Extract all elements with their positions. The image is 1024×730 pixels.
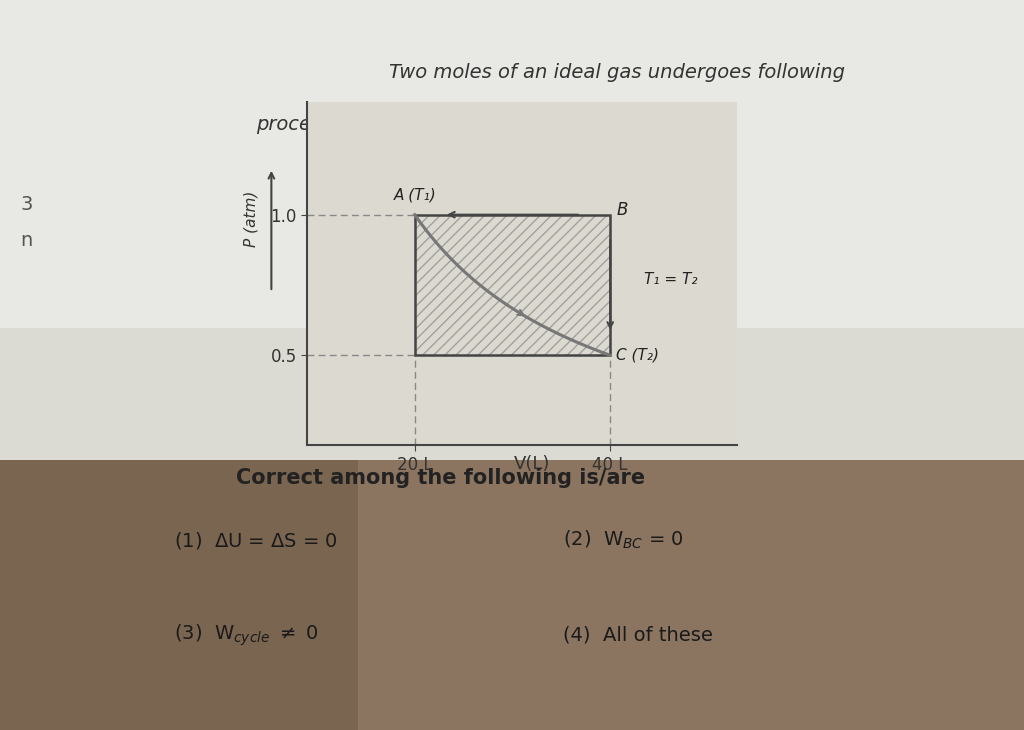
- Text: (2)  W$_{BC}$ = 0: (2) W$_{BC}$ = 0: [563, 529, 684, 551]
- Bar: [415, 215, 610, 356]
- Polygon shape: [0, 460, 358, 730]
- Text: process as: process as: [256, 115, 359, 134]
- Text: B: B: [616, 201, 628, 220]
- Text: (3)  W$_{cycle}$ $\neq$ 0: (3) W$_{cycle}$ $\neq$ 0: [174, 623, 318, 648]
- Text: C (T₂): C (T₂): [616, 347, 659, 363]
- Text: (1)  $\Delta$U = $\Delta$S = 0: (1) $\Delta$U = $\Delta$S = 0: [174, 530, 338, 550]
- Text: 3: 3: [20, 195, 33, 214]
- Bar: [0, 0, 1024, 460]
- Bar: [0, 460, 1024, 730]
- Text: (4)  All of these: (4) All of these: [563, 626, 713, 645]
- Text: P (atm): P (atm): [244, 191, 258, 247]
- Text: A (T₁): A (T₁): [393, 187, 436, 202]
- Bar: [0, 0, 1024, 328]
- Text: Correct among the following is/are: Correct among the following is/are: [236, 468, 645, 488]
- Text: Two moles of an ideal gas undergoes following: Two moles of an ideal gas undergoes foll…: [389, 64, 845, 82]
- Text: T₁ = T₂: T₁ = T₂: [644, 272, 698, 287]
- Text: n: n: [20, 231, 33, 250]
- Text: V(L): V(L): [514, 455, 551, 472]
